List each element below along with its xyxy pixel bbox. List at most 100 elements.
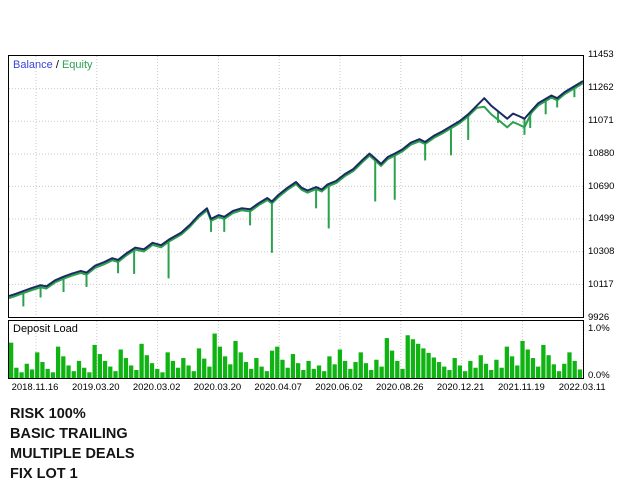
deposit-load-bar — [342, 360, 348, 378]
strategy-settings-text: RISK 100% BASIC TRAILING MULTIPLE DEALS FIX… — [10, 404, 135, 480]
deposit-load-bar — [92, 344, 97, 378]
deposit-load-bar — [483, 363, 489, 378]
deposit-load-bar — [374, 359, 379, 378]
x-axis-date-label: 2019.03.20 — [72, 382, 120, 393]
legend-balance-label: Balance — [13, 59, 53, 71]
x-axis-date-label: 2020.03.02 — [132, 382, 181, 393]
deposit-load-bar — [530, 358, 536, 378]
y-axis-tick-label: 10117 — [588, 279, 614, 291]
deposit-load-bar — [436, 362, 442, 378]
deposit-load-bar — [431, 357, 436, 378]
deposit-load-bar — [494, 359, 499, 378]
y-axis-tick-label: 10880 — [588, 147, 615, 159]
deposit-load-bar — [577, 369, 583, 378]
deposit-load-bar — [405, 335, 410, 378]
deposit-load-bar — [515, 365, 520, 378]
y-axis-tick-label: 11262 — [588, 81, 614, 93]
setting-line: RISK 100% — [10, 406, 86, 422]
deposit-load-bar — [24, 363, 29, 378]
deposit-load-bar — [536, 366, 541, 378]
deposit-load-bar — [452, 358, 457, 378]
deposit-load-bar — [447, 370, 452, 378]
deposit-load-bar — [191, 371, 196, 378]
deposit-load-bar — [306, 360, 311, 378]
deposit-load-bar — [525, 349, 530, 378]
deposit-load-bar — [556, 371, 562, 378]
deposit-load-bar — [144, 355, 149, 378]
deposit-load-bar — [61, 356, 66, 378]
deposit-load-bar — [541, 344, 546, 378]
y-axis-tick-label: 10499 — [588, 213, 615, 225]
deposit-load-bar — [50, 372, 56, 378]
x-axis-date-label: 2018.11.16 — [11, 382, 59, 393]
deposit-load-bar — [19, 372, 24, 378]
deposit-axis-tick-label: 1.0% — [588, 323, 610, 334]
deposit-load-bar — [108, 366, 113, 378]
deposit-load-bar — [217, 346, 223, 378]
deposit-load-bar — [301, 370, 306, 378]
deposit-load-bar — [249, 368, 254, 378]
deposit-load-bar — [353, 362, 358, 378]
deposit-load-bar — [40, 362, 45, 378]
deposit-load-bar — [155, 368, 160, 378]
y-axis-tick-label: 10308 — [588, 246, 615, 258]
y-axis-tick-label: 11453 — [588, 49, 614, 60]
balance-equity-chart-panel: Balance / Equity — [8, 55, 584, 318]
deposit-load-bar — [337, 349, 343, 378]
deposit-load-bar — [489, 370, 494, 378]
deposit-load-bar — [118, 349, 123, 378]
deposit-load-bar — [348, 368, 353, 378]
deposit-load-bar — [238, 352, 243, 378]
x-axis-date-label: 2020.06.02 — [315, 382, 363, 393]
deposit-load-bar — [149, 363, 155, 378]
deposit-load-bar — [202, 358, 207, 378]
deposit-load-bar — [369, 370, 374, 378]
deposit-load-bar — [243, 362, 249, 378]
deposit-load-bar — [14, 367, 19, 378]
deposit-load-bar — [160, 372, 165, 378]
deposit-axis-tick-label: 0.0% — [588, 370, 610, 381]
x-axis-date-label: 2021.11.19 — [497, 382, 545, 393]
deposit-load-bar — [186, 365, 191, 378]
deposit-load-bar — [442, 366, 447, 378]
setting-line: MULTIPLE DEALS — [10, 446, 135, 462]
deposit-load-bar — [316, 365, 322, 378]
deposit-load-bar — [129, 365, 134, 378]
deposit-load-bar — [421, 348, 426, 378]
setting-line: FIX LOT 1 — [10, 466, 78, 480]
deposit-load-bar — [9, 342, 14, 378]
deposit-load-bar — [499, 367, 504, 378]
legend-separator: / — [52, 59, 62, 71]
deposit-load-bar — [410, 339, 416, 378]
deposit-load-bar — [285, 367, 290, 378]
deposit-load-bar — [134, 370, 139, 378]
x-axis-date-label: 2020.03.20 — [193, 382, 242, 393]
x-axis-date-label: 2022.03.11 — [558, 382, 606, 393]
deposit-load-bar — [400, 368, 405, 378]
deposit-load-bar — [97, 354, 102, 378]
deposit-load-bar — [259, 366, 264, 378]
deposit-load-bar — [389, 350, 395, 378]
deposit-load-bar — [462, 371, 468, 378]
x-axis-date-label: 2020.12.21 — [436, 382, 485, 393]
deposit-load-bar — [76, 360, 82, 378]
deposit-load-bar — [87, 372, 92, 378]
deposit-load-bar — [82, 367, 87, 378]
deposit-load-bar — [212, 333, 217, 378]
deposit-load-bar — [264, 371, 269, 378]
deposit-load-bar — [254, 358, 259, 378]
deposit-load-bar — [379, 366, 384, 378]
deposit-load-bar — [327, 356, 332, 378]
deposit-load-bar — [165, 352, 170, 378]
deposit-load-bar — [29, 369, 35, 378]
deposit-load-bar — [113, 371, 118, 378]
deposit-load-bar — [71, 371, 76, 378]
deposit-load-bar — [504, 346, 510, 378]
deposit-load-panel: Deposit Load — [8, 320, 584, 379]
deposit-load-bar — [35, 352, 40, 378]
deposit-load-bar — [416, 343, 421, 378]
deposit-load-bar — [233, 340, 238, 378]
chart-legend: Balance / Equity — [13, 59, 93, 71]
deposit-load-bar — [207, 366, 212, 378]
deposit-load-bar — [426, 352, 431, 378]
